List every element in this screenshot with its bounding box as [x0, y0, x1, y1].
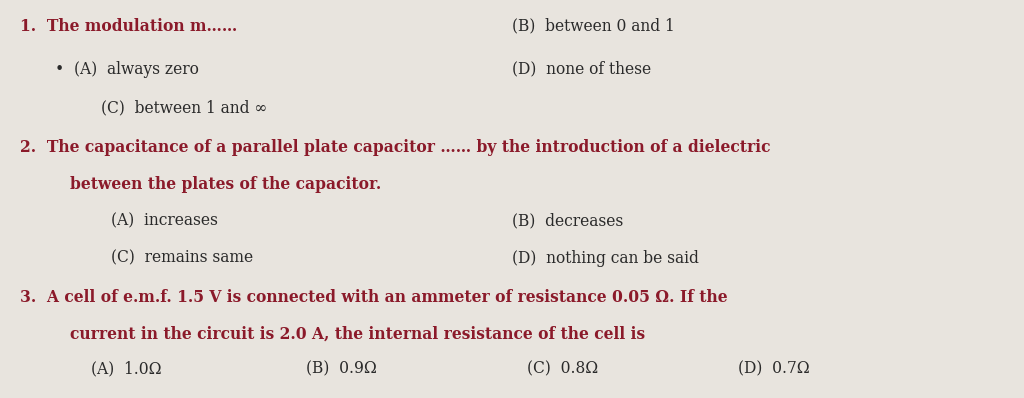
Text: (C)  0.8Ω: (C) 0.8Ω — [527, 361, 598, 378]
Text: 1.  The modulation m……: 1. The modulation m…… — [20, 18, 238, 35]
Text: (D)  0.7Ω: (D) 0.7Ω — [737, 361, 810, 378]
Text: current in the circuit is 2.0 A, the internal resistance of the cell is: current in the circuit is 2.0 A, the int… — [71, 326, 645, 343]
Text: 2.  The capacitance of a parallel plate capacitor …… by the introduction of a di: 2. The capacitance of a parallel plate c… — [20, 139, 771, 156]
Text: (C)  remains same: (C) remains same — [111, 250, 253, 267]
Text: •  (A)  always zero: • (A) always zero — [55, 60, 200, 78]
Text: (C)  between 1 and ∞: (C) between 1 and ∞ — [100, 100, 267, 117]
Text: between the plates of the capacitor.: between the plates of the capacitor. — [71, 176, 382, 193]
Text: (B)  decreases: (B) decreases — [512, 213, 624, 230]
Text: (D)  nothing can be said: (D) nothing can be said — [512, 250, 698, 267]
Text: (B)  0.9Ω: (B) 0.9Ω — [306, 361, 377, 378]
Text: (A)  increases: (A) increases — [111, 213, 217, 230]
Text: 3.  A cell of e.m.f. 1.5 V is connected with an ammeter of resistance 0.05 Ω. If: 3. A cell of e.m.f. 1.5 V is connected w… — [20, 289, 728, 306]
Text: (B)  between 0 and 1: (B) between 0 and 1 — [512, 18, 675, 35]
Text: (D)  none of these: (D) none of these — [512, 60, 651, 78]
Text: (A)  1.0Ω: (A) 1.0Ω — [90, 361, 161, 378]
